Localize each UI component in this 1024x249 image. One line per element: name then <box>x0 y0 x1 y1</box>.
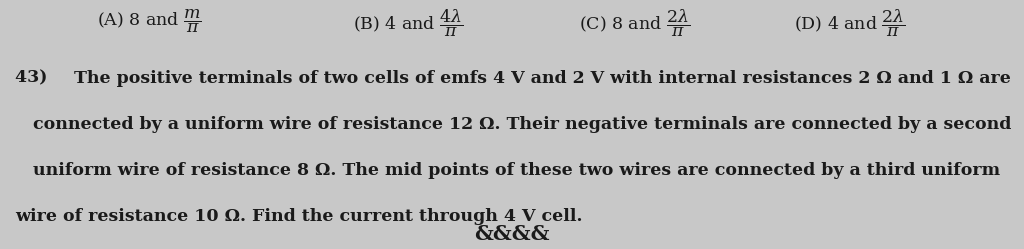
Text: The positive terminals of two cells of emfs 4 V and 2 V with internal resistance: The positive terminals of two cells of e… <box>74 70 1011 87</box>
Text: (C) 8 and $\dfrac{2\lambda}{\pi}$: (C) 8 and $\dfrac{2\lambda}{\pi}$ <box>579 7 690 39</box>
Text: &&&&: &&&& <box>474 224 550 244</box>
Text: (A) 8 and $\dfrac{m}{\pi}$: (A) 8 and $\dfrac{m}{\pi}$ <box>97 7 202 35</box>
Text: (D) 4 and $\dfrac{2\lambda}{\pi}$: (D) 4 and $\dfrac{2\lambda}{\pi}$ <box>794 7 905 39</box>
Text: connected by a uniform wire of resistance 12 Ω. Their negative terminals are con: connected by a uniform wire of resistanc… <box>15 116 1012 133</box>
Text: uniform wire of resistance 8 Ω. The mid points of these two wires are connected : uniform wire of resistance 8 Ω. The mid … <box>15 162 1000 179</box>
Text: (B) 4 and $\dfrac{4\lambda}{\pi}$: (B) 4 and $\dfrac{4\lambda}{\pi}$ <box>353 7 464 39</box>
Text: 43): 43) <box>15 70 53 87</box>
Text: wire of resistance 10 Ω. Find the current through 4 V cell.: wire of resistance 10 Ω. Find the curren… <box>15 208 583 225</box>
